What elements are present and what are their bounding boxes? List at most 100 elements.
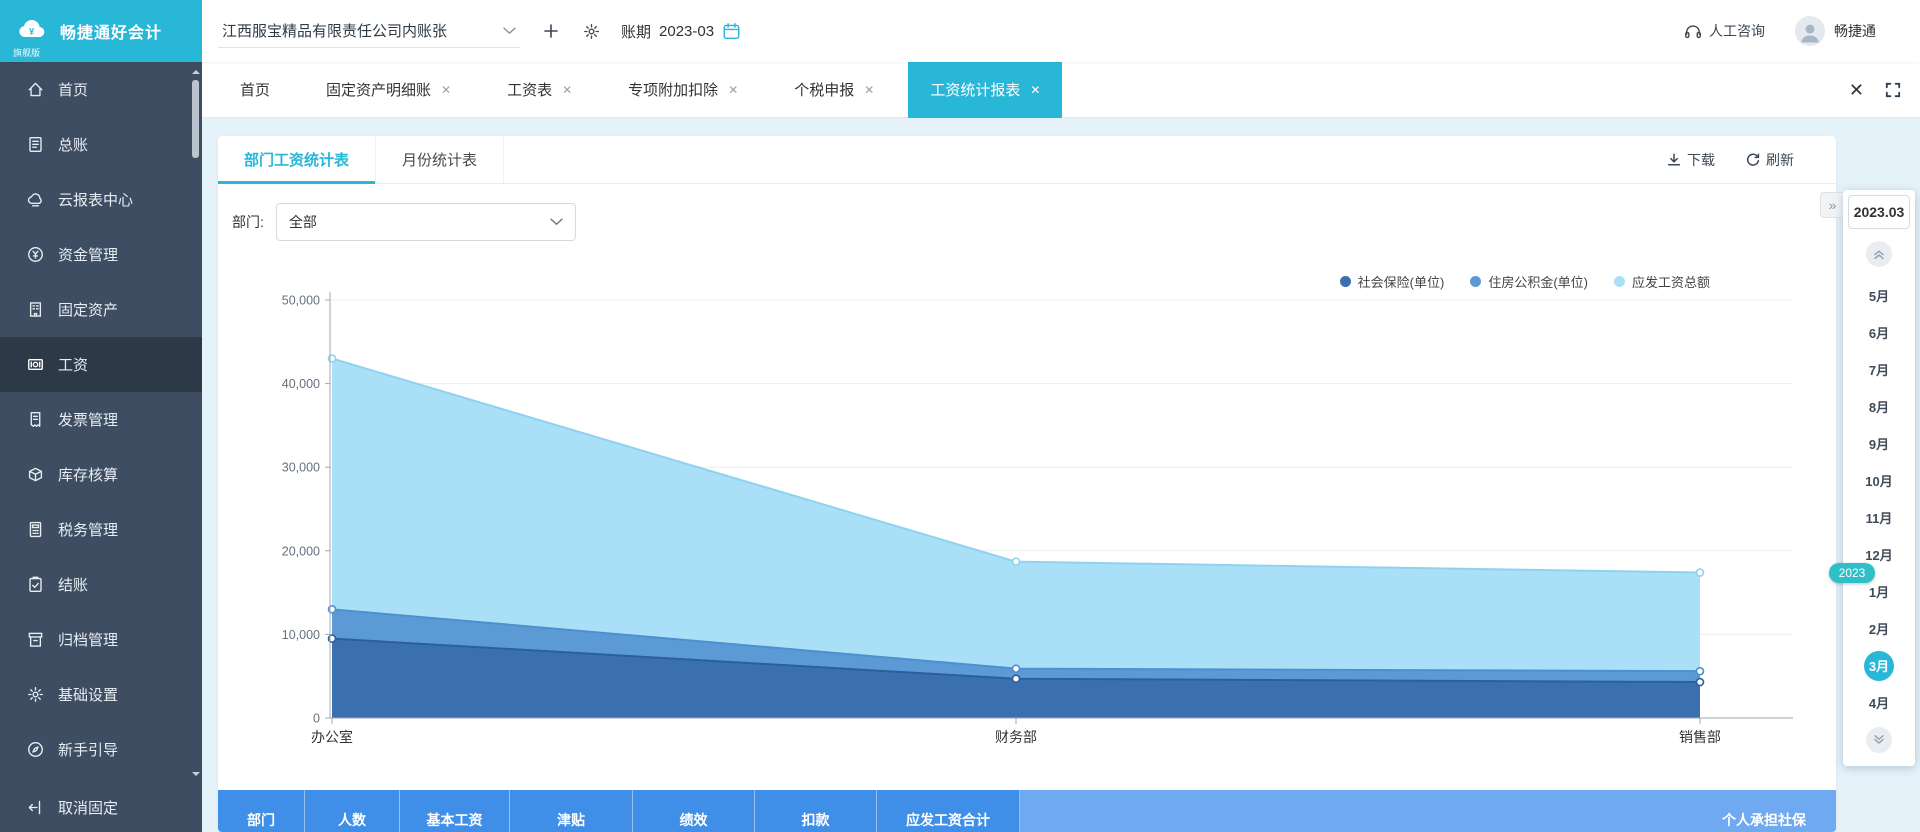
svg-text:¥: ¥ (29, 27, 34, 37)
month-option-1[interactable]: 1月 (1868, 585, 1890, 600)
close-all-tabs-icon[interactable]: ✕ (1848, 80, 1864, 100)
sidebar-item-general-ledger[interactable]: 总账 (0, 117, 202, 172)
subtab-monthly-statistics[interactable]: 月份统计表 (376, 136, 505, 183)
ledger-icon (29, 137, 42, 152)
column-headcount[interactable]: 人数 (305, 790, 400, 832)
tabbar-actions: ✕ (1849, 62, 1902, 118)
month-option-9[interactable]: 9月 (1868, 437, 1890, 452)
panel-collapse-handle[interactable]: » (1820, 192, 1844, 218)
month-option-8[interactable]: 8月 (1868, 400, 1890, 415)
month-option-2[interactable]: 2月 (1868, 622, 1890, 637)
period-value[interactable]: 2023-03 (659, 22, 715, 40)
company-selector[interactable]: 江西服宝精品有限责任公司内账张 (218, 14, 520, 48)
sidebar-item-inventory[interactable]: 库存核算 (0, 447, 202, 502)
sidebar-item-fixed-assets[interactable]: 固定资产 (0, 282, 202, 337)
column-department[interactable]: 部门 (218, 790, 305, 832)
refresh-button[interactable]: 刷新 (1745, 150, 1794, 170)
guide-icon (28, 742, 43, 757)
closing-icon (29, 576, 42, 592)
month-option-11[interactable]: 11月 (1865, 511, 1893, 526)
tab-salary-sheet[interactable]: 工资表 ✕ (507, 82, 573, 99)
year-badge: 2023 (1829, 563, 1875, 583)
scroll-down-arrow-icon[interactable] (192, 772, 200, 780)
salary-area-chart[interactable]: 0 10,000 20,000 30,000 40,000 50,000 办公室 财务部 销售部 (218, 286, 1836, 766)
report-card: 部门工资统计表 月份统计表 下载 刷新 部门: 全部 社会保险(单位) (218, 136, 1836, 832)
download-button[interactable]: 下载 (1666, 150, 1715, 170)
settings-gear-button[interactable] (582, 22, 601, 41)
close-tab-icon[interactable]: ✕ (562, 82, 573, 97)
sidebar-item-closing[interactable]: 结账 (0, 557, 202, 612)
double-chevron-right-icon: » (1828, 197, 1837, 213)
tab-salary-statistics[interactable]: 工资统计报表 ✕ (908, 61, 1063, 118)
sidebar-item-funds[interactable]: 资金管理 (0, 227, 202, 282)
current-period-box[interactable]: 2023.03 (1848, 195, 1910, 229)
subtab-department-salary[interactable]: 部门工资统计表 (218, 136, 377, 184)
download-icon (1667, 152, 1681, 166)
column-base-salary[interactable]: 基本工资 (400, 790, 510, 832)
tab-home[interactable]: 首页 (240, 82, 271, 99)
column-allowance[interactable]: 津贴 (510, 790, 633, 832)
legend-item-gross-salary[interactable]: 应发工资总额 (1613, 272, 1710, 291)
legend-dot (1470, 276, 1482, 287)
table-header: 部门 人数 基本工资 津贴 绩效 扣款 应发工资合计 个人承担社保 (218, 790, 1836, 832)
column-group-personal-social-insurance[interactable]: 个人承担社保 (1020, 790, 1836, 832)
month-option-12[interactable]: 12月 (1865, 548, 1893, 563)
app-title: 畅捷通好会计 (60, 25, 163, 42)
sidebar-item-salary[interactable]: 工资 (0, 337, 202, 392)
svg-text:0: 0 (313, 712, 320, 726)
tab-personal-tax[interactable]: 个税申报 ✕ (794, 82, 875, 99)
accounting-period: 账期 2023-03 (621, 21, 741, 42)
column-gross-total[interactable]: 应发工资合计 (877, 790, 1020, 832)
month-list: 5月 6月 7月 8月 9月 10月 11月 12月 1月 2月 3月 4月 (1843, 277, 1915, 721)
close-tab-icon[interactable]: ✕ (441, 82, 452, 97)
plus-icon (544, 24, 558, 38)
month-option-7[interactable]: 7月 (1868, 363, 1890, 378)
unpin-sidebar-button[interactable]: 取消固定 (0, 782, 202, 832)
department-select[interactable]: 全部 (275, 203, 576, 241)
month-option-4[interactable]: 4月 (1868, 696, 1890, 711)
tab-special-deduction[interactable]: 专项附加扣除 ✕ (628, 82, 739, 99)
close-tab-icon[interactable]: ✕ (728, 82, 739, 97)
scroll-up-arrow-icon[interactable] (192, 66, 200, 74)
sidebar-item-home[interactable]: 首页 (0, 62, 202, 117)
avatar[interactable] (1795, 16, 1825, 46)
sidebar-item-archive[interactable]: 归档管理 (0, 612, 202, 667)
column-deduction[interactable]: 扣款 (755, 790, 877, 832)
legend-item-social-insurance[interactable]: 社会保险(单位) (1339, 272, 1444, 291)
month-option-3-active[interactable]: 3月 (1843, 647, 1915, 684)
sidebar-item-cloud-reports[interactable]: 云报表中心 (0, 172, 202, 227)
cloud-report-icon (27, 193, 42, 207)
legend-item-housing-fund[interactable]: 住房公积金(单位) (1470, 272, 1588, 291)
column-performance[interactable]: 绩效 (633, 790, 755, 832)
month-option-6[interactable]: 6月 (1868, 326, 1890, 341)
tabbar: 首页 固定资产明细账 ✕ 工资表 ✕ 专项附加扣除 ✕ 个税申报 ✕ 工资统计报表 ✕ ✕ (202, 61, 1920, 118)
sidebar-scrollbar[interactable] (191, 64, 201, 782)
svg-text:30,000: 30,000 (282, 461, 320, 475)
fullscreen-icon[interactable] (1884, 81, 1902, 99)
month-option-5[interactable]: 5月 (1868, 289, 1890, 304)
subtab-row: 部门工资统计表 月份统计表 下载 刷新 (218, 136, 1836, 184)
month-option-10[interactable]: 10月 (1865, 474, 1893, 489)
scrollbar-thumb[interactable] (192, 80, 199, 158)
chevron-down-icon (503, 27, 516, 34)
sidebar-item-basic-settings[interactable]: 基础设置 (0, 667, 202, 722)
consult-button[interactable]: 人工咨询 (1683, 21, 1765, 41)
close-tab-icon[interactable]: ✕ (1030, 82, 1041, 97)
user-name[interactable]: 畅捷通 (1834, 23, 1876, 39)
funds-icon (28, 247, 43, 262)
main-content: 部门工资统计表 月份统计表 下载 刷新 部门: 全部 社会保险(单位) (202, 118, 1920, 832)
gear-icon (584, 23, 599, 39)
scroll-months-up-button[interactable] (1866, 241, 1892, 267)
archive-icon (28, 632, 43, 647)
topbar-right: 人工咨询 畅捷通 (1683, 16, 1920, 46)
close-tab-icon[interactable]: ✕ (864, 82, 875, 97)
tab-fixed-asset-detail[interactable]: 固定资产明细账 ✕ (326, 82, 452, 99)
sidebar-item-guide[interactable]: 新手引导 (0, 722, 202, 777)
sidebar-item-tax[interactable]: 税务管理 (0, 502, 202, 557)
scroll-months-down-button[interactable] (1866, 727, 1892, 753)
home-icon (28, 82, 43, 97)
sidebar-item-invoices[interactable]: 发票管理 (0, 392, 202, 447)
fixed-assets-icon (29, 302, 42, 317)
calendar-icon[interactable] (722, 22, 741, 41)
add-button[interactable] (542, 22, 560, 40)
